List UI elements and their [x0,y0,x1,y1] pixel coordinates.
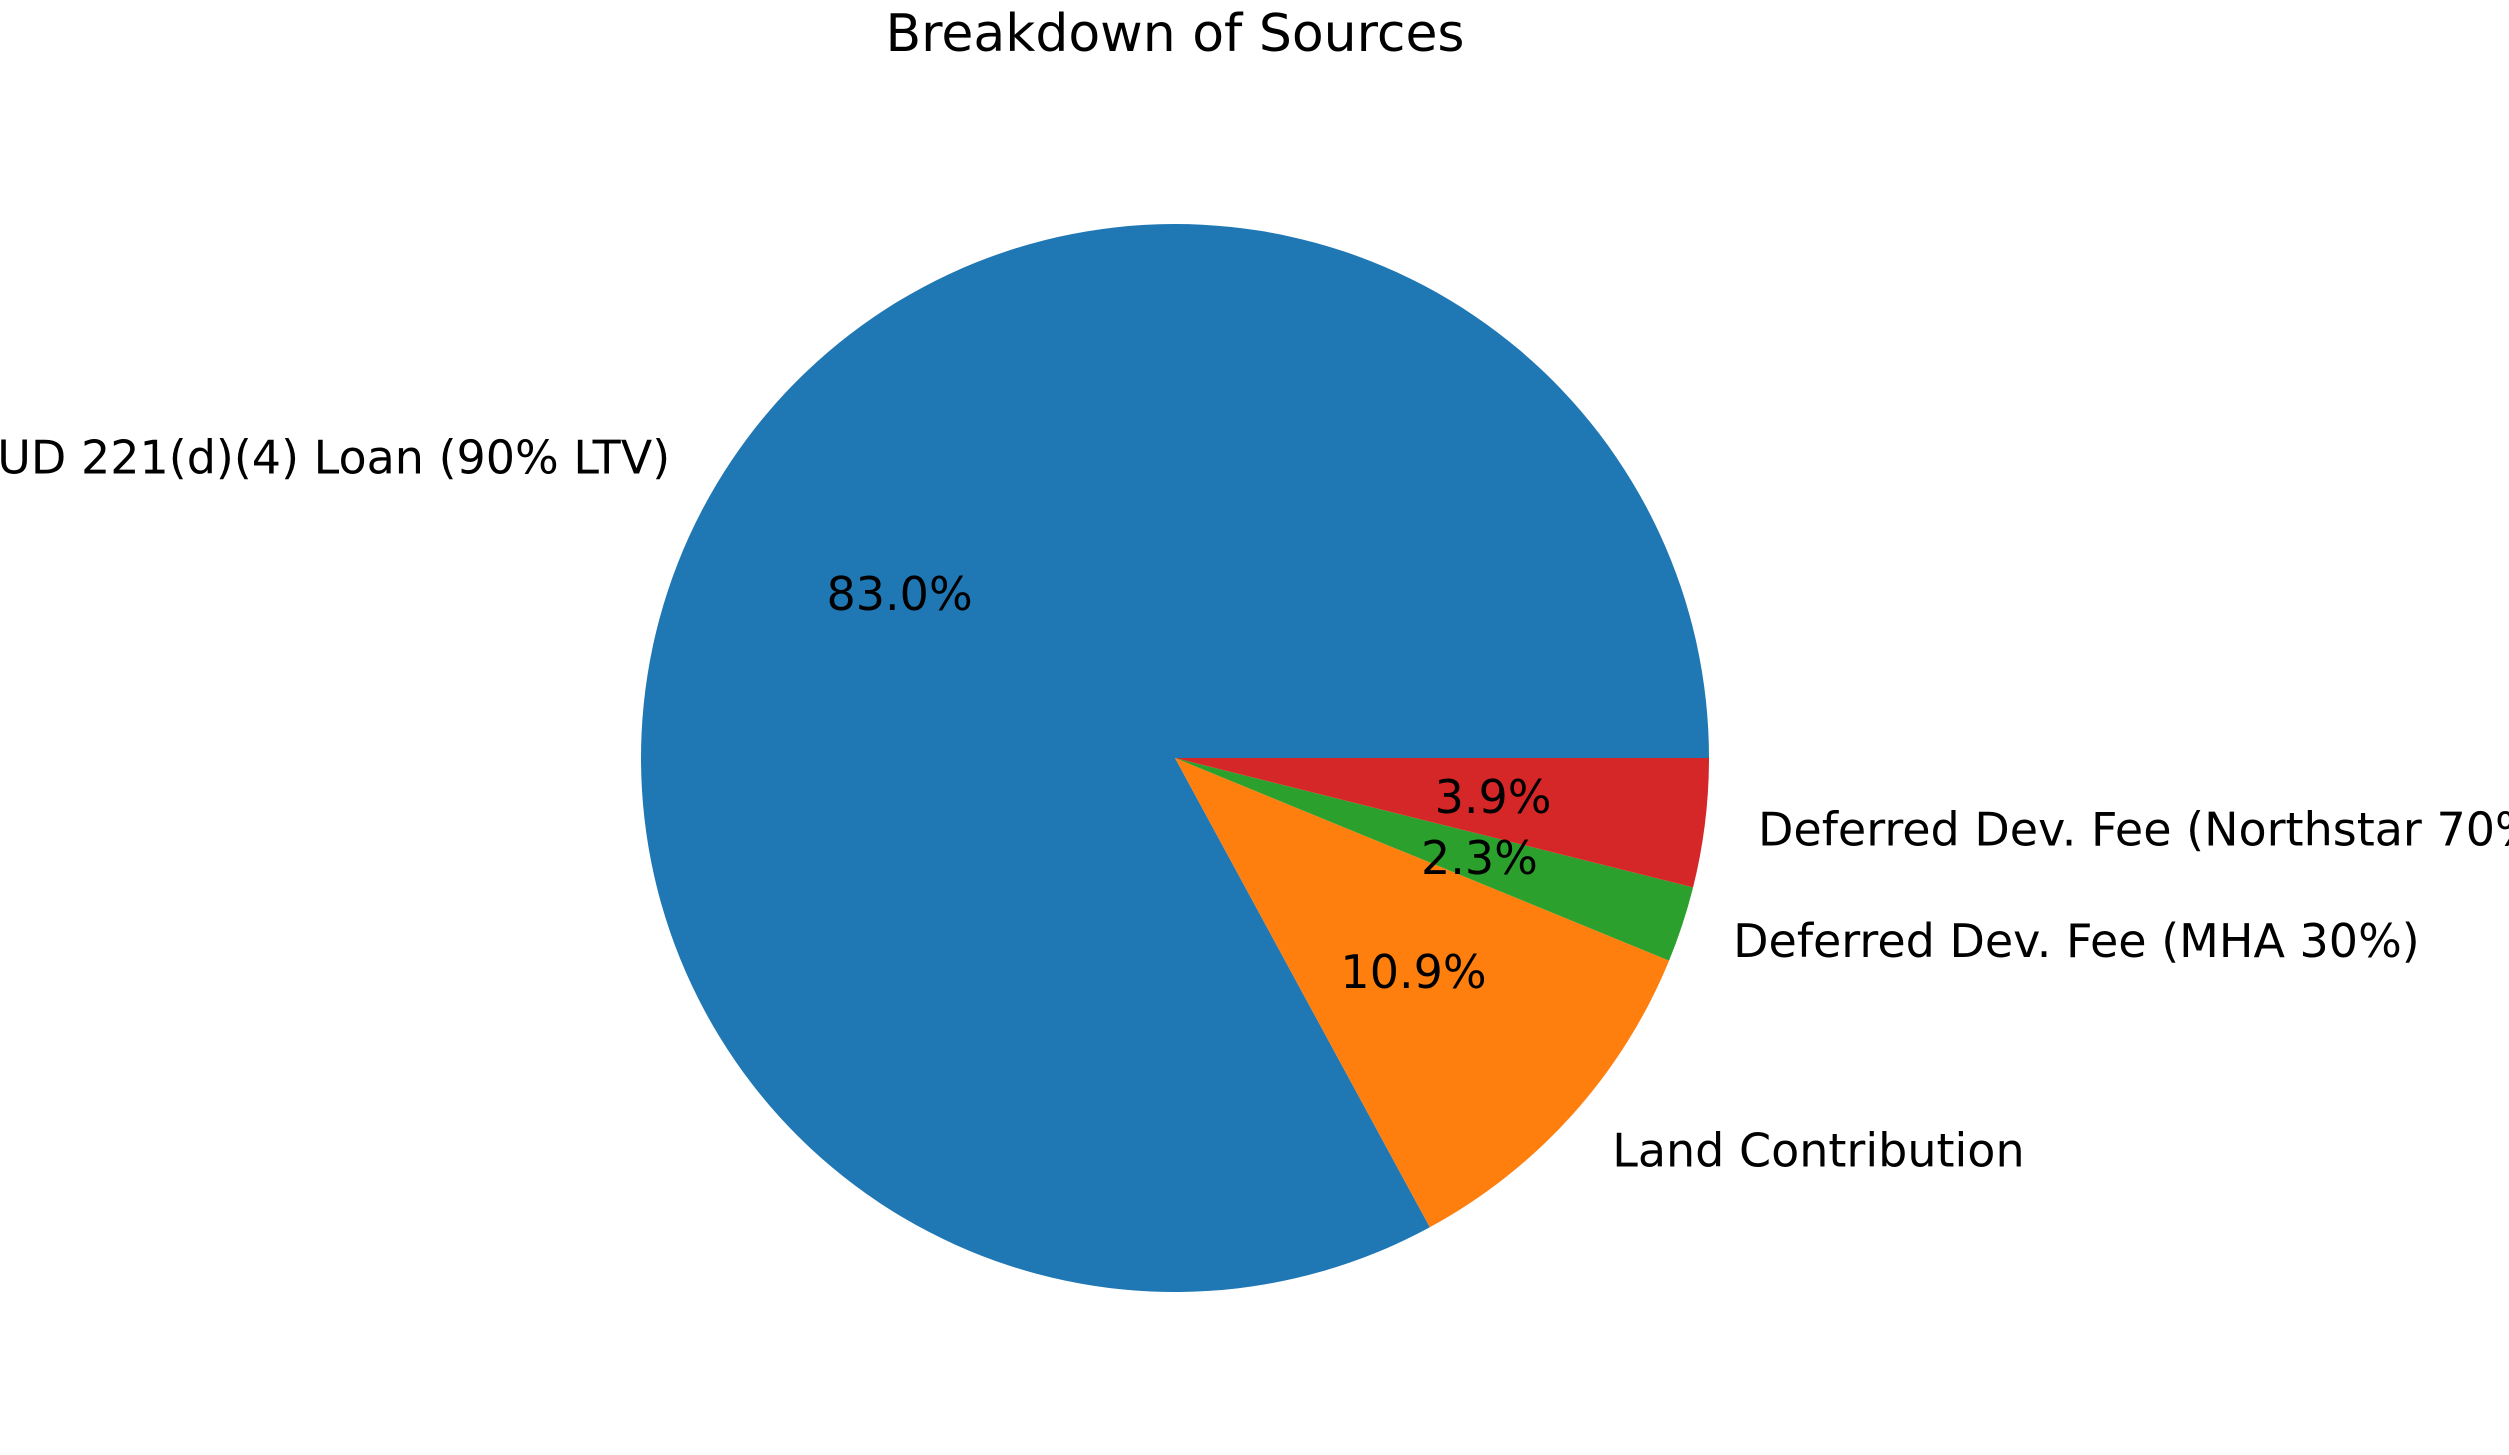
pct-label-2: 2.3% [1421,831,1538,885]
pie-wedges [641,224,1709,1293]
pct-label-1: 10.9% [1340,945,1486,999]
slice-label-2: Deferred Dev. Fee (MHA 30%) [1733,914,2420,968]
slice-label-0: HUD 221(d)(4) Loan (90% LTV) [0,431,670,485]
slice-label-1: Land Contribution [1612,1123,2024,1177]
pct-label-3: 3.9% [1435,770,1552,824]
chart-title: Breakdown of Sources [885,4,1465,64]
pie-slice-2 [1175,758,1694,961]
slice-label-3: Deferred Dev. Fee (Northstar 70%) [1758,803,2509,857]
pie-slice-0 [641,224,1709,1293]
pie-slice-1 [1175,758,1670,1228]
pie-slice-3 [1175,758,1709,888]
pct-label-0: 83.0% [827,567,973,621]
pie-labels: 83.0% HUD 221(d)(4) Loan (90% LTV) 10.9% La… [0,431,2509,1178]
